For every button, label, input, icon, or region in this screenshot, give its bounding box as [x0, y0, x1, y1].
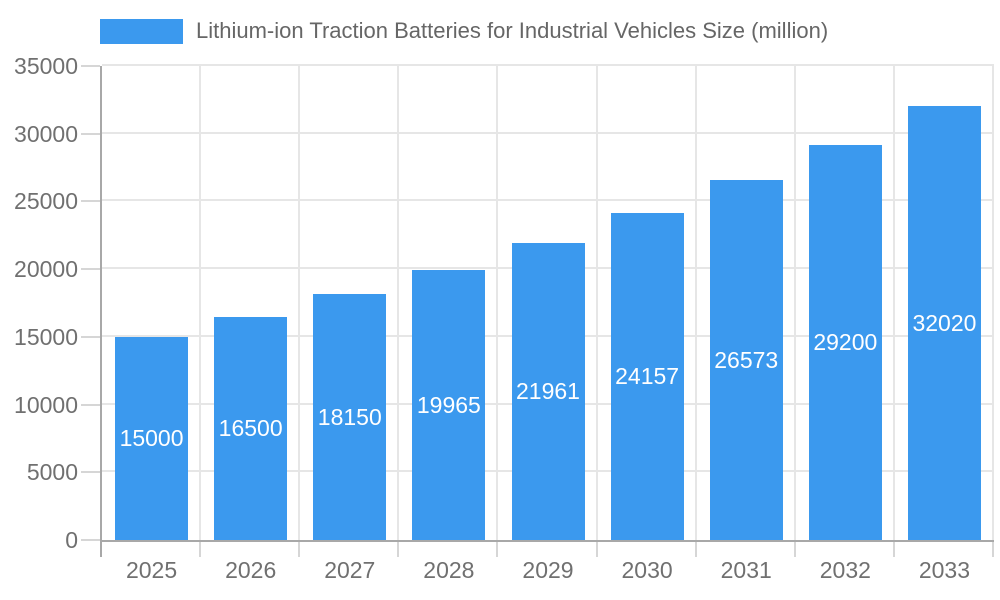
gridline-vertical	[298, 66, 301, 540]
bar-2031[interactable]	[709, 180, 783, 540]
x-axis-tick	[496, 542, 499, 557]
gridline-vertical	[199, 66, 202, 540]
bar-value-label: 19965	[416, 391, 481, 418]
y-axis-tick-label: 15000	[14, 323, 78, 350]
gridline-vertical	[397, 66, 400, 540]
y-axis-tick-label: 30000	[14, 120, 78, 147]
x-axis-tick	[892, 542, 895, 557]
gridline-horizontal	[102, 64, 994, 66]
x-axis-tick-label: 2031	[720, 557, 772, 583]
bar-2032[interactable]	[808, 144, 882, 540]
bar-2028[interactable]	[412, 269, 486, 540]
y-axis-tick	[81, 132, 100, 135]
x-axis-tick	[793, 542, 796, 557]
y-axis-tick	[81, 200, 100, 203]
gridline-vertical	[694, 66, 697, 540]
bar-value-label: 32020	[912, 310, 977, 337]
y-axis-tick	[81, 268, 100, 271]
plot-area: 15000 16500 18150 19965 21961 24157 26573 29200…	[100, 64, 994, 542]
x-axis-tick-label: 2028	[423, 557, 475, 583]
bar-2025[interactable]	[115, 336, 189, 540]
x-axis-tick	[298, 542, 301, 557]
x-axis-tick-label: 2032	[819, 557, 871, 583]
bar-value-label: 24157	[615, 363, 680, 390]
y-axis-tick	[81, 539, 100, 541]
y-axis-tick-label: 5000	[26, 459, 78, 486]
y-axis-tick	[81, 471, 100, 474]
x-axis-tick-label: 2026	[225, 557, 277, 583]
x-axis-tick	[199, 542, 202, 557]
bar-value-label: 26573	[714, 347, 779, 374]
y-axis-tick-label: 35000	[14, 53, 78, 79]
y-axis-tick-label: 20000	[14, 256, 78, 283]
gridline-horizontal	[102, 131, 994, 134]
x-axis-tick	[992, 542, 994, 557]
y-axis-tick	[81, 65, 100, 67]
gridline-horizontal	[102, 199, 994, 202]
chart-legend[interactable]: Lithium-ion Traction Batteries for Indus…	[100, 17, 828, 45]
bar-2026[interactable]	[214, 316, 288, 540]
x-axis-tick-label: 2030	[621, 557, 673, 583]
y-axis-tick-label: 25000	[14, 188, 78, 215]
bar-value-label: 15000	[119, 425, 184, 452]
y-axis-tick-label: 0	[65, 527, 78, 553]
x-axis-tick-label: 2029	[522, 557, 574, 583]
x-axis-tick	[595, 542, 598, 557]
x-axis-tick-label: 2033	[918, 557, 971, 583]
gridline-vertical	[595, 66, 598, 540]
gridline-vertical	[992, 66, 994, 540]
bar-2033[interactable]	[907, 106, 981, 540]
y-axis-extension-tick	[100, 542, 102, 557]
x-axis-tick	[397, 542, 400, 557]
bar-value-label: 29200	[813, 329, 878, 356]
gridline-vertical	[892, 66, 895, 540]
bar-value-label: 21961	[516, 378, 580, 405]
bar-value-label: 16500	[218, 415, 283, 442]
bar-2030[interactable]	[610, 212, 684, 540]
bar-2027[interactable]	[313, 294, 387, 540]
x-axis-tick-label: 2027	[324, 557, 376, 583]
x-axis-tick	[694, 542, 697, 557]
gridline-vertical	[793, 66, 796, 540]
gridline-vertical	[496, 66, 499, 540]
y-axis-tick	[81, 335, 100, 338]
y-axis-tick-label: 10000	[14, 391, 78, 418]
legend-swatch-icon	[100, 18, 183, 44]
legend-label: Lithium-ion Traction Batteries for Indus…	[196, 18, 829, 43]
y-axis-tick	[81, 403, 100, 406]
bar-value-label: 18150	[317, 404, 382, 431]
bar-2029[interactable]	[511, 242, 585, 540]
x-axis-tick-label: 2025	[125, 557, 178, 583]
